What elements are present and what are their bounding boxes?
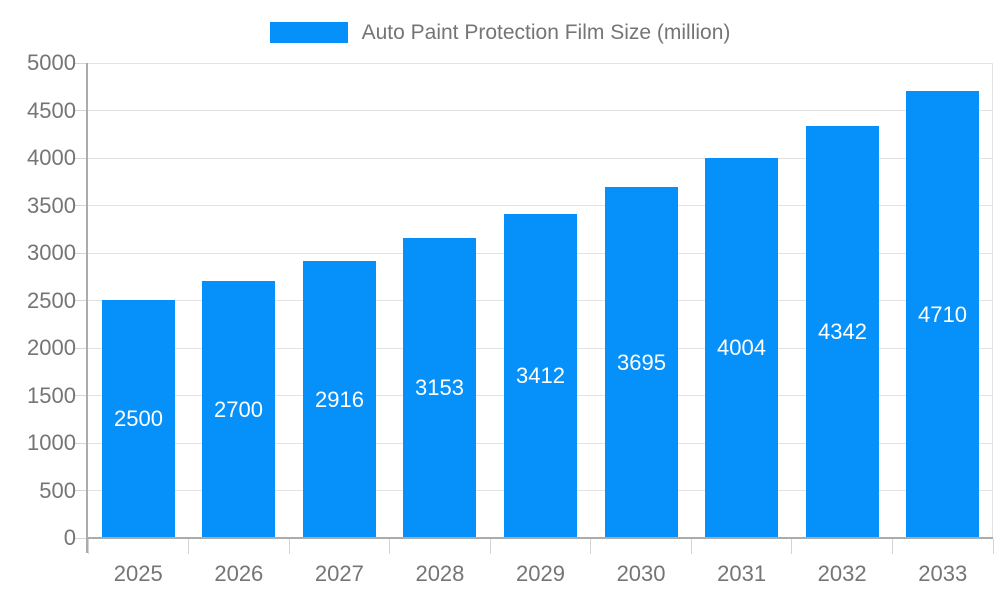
x-axis-label: 2030 [616, 561, 666, 586]
x-axis-tick [389, 539, 391, 554]
y-axis-label: 1500 [27, 382, 76, 408]
bar-value-label: 4710 [918, 301, 967, 327]
x-axis-label: 2028 [415, 561, 465, 586]
gridline [88, 62, 992, 64]
y-axis-tick [73, 205, 86, 206]
y-axis-line [86, 63, 88, 553]
bar-value-label: 3153 [415, 375, 464, 400]
y-axis-tick [73, 490, 86, 491]
bar-2029[interactable]: 3412 [504, 214, 577, 538]
x-axis-label: 2025 [113, 561, 163, 586]
x-axis-tick [690, 539, 692, 554]
x-axis-tick [791, 539, 793, 554]
bar-2032[interactable]: 4342 [806, 126, 879, 538]
x-axis-line [86, 537, 993, 539]
legend-label: Auto Paint Protection Film Size (million… [361, 20, 731, 44]
bar-value-label: 2700 [214, 396, 263, 422]
y-axis-label: 500 [39, 477, 76, 503]
legend-color-swatch [269, 21, 348, 43]
x-axis-label: 2032 [817, 561, 867, 586]
bar-value-label: 2500 [114, 406, 163, 431]
x-axis-tick [489, 539, 491, 554]
y-axis-label: 4000 [27, 145, 76, 170]
y-axis-tick [73, 110, 86, 111]
x-axis-tick [891, 539, 893, 554]
x-axis-tick [992, 539, 994, 554]
x-axis-label: 2026 [214, 561, 264, 586]
x-axis-label: 2031 [717, 561, 767, 586]
bar-value-label: 3695 [617, 349, 666, 375]
y-axis-label: 2500 [27, 287, 76, 313]
bar-value-label: 3412 [516, 363, 565, 388]
bar-2026[interactable]: 2700 [202, 281, 275, 538]
y-axis-tick [73, 300, 86, 301]
x-axis-label: 2029 [516, 561, 565, 586]
y-axis-label: 5000 [27, 50, 76, 75]
x-axis-label: 2033 [918, 561, 968, 586]
x-axis-tick [288, 539, 290, 554]
y-axis-label: 4500 [27, 97, 76, 123]
x-axis-tick [188, 539, 190, 554]
chart-legend[interactable]: Auto Paint Protection Film Size (million… [0, 14, 1000, 50]
x-axis-tick [590, 539, 592, 554]
bar-value-label: 4342 [818, 319, 867, 344]
bar-value-label: 4004 [717, 335, 766, 360]
y-axis-tick [73, 62, 86, 64]
bar-2025[interactable]: 2500 [102, 300, 175, 538]
y-axis-label: 1000 [27, 430, 76, 455]
plot-area: 2500 2700 2916 3153 3412 3695 4004 4342 4710 [88, 62, 993, 538]
bar-2031[interactable]: 4004 [705, 158, 778, 538]
bar-2028[interactable]: 3153 [403, 238, 476, 538]
y-axis-label: 0 [63, 525, 76, 550]
y-axis-tick [73, 347, 86, 349]
gridline [88, 157, 992, 159]
gridline [88, 110, 992, 111]
bar-2030[interactable]: 3695 [605, 187, 678, 538]
y-axis-label: 3500 [27, 192, 76, 218]
gridline [88, 205, 992, 206]
y-axis-label: 2000 [27, 335, 76, 360]
y-axis-label: 3000 [27, 240, 76, 265]
bar-2027[interactable]: 2916 [303, 261, 376, 538]
x-axis-label: 2027 [314, 561, 364, 586]
y-axis-tick [73, 442, 86, 444]
y-axis-tick [73, 252, 86, 254]
y-axis-tick [73, 157, 86, 159]
y-axis-tick [73, 537, 86, 539]
bar-value-label: 2916 [315, 386, 364, 412]
y-axis-tick [73, 395, 86, 396]
bar-2033[interactable]: 4710 [906, 91, 979, 538]
x-axis-tick [87, 539, 89, 554]
